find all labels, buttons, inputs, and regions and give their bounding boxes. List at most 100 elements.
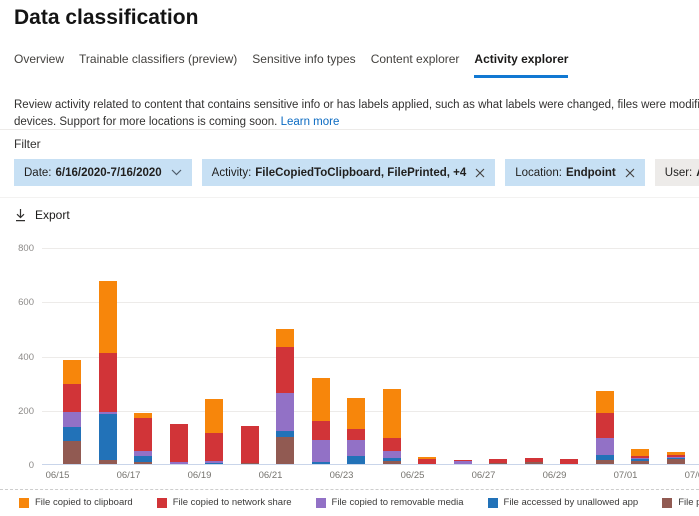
y-axis-label: 200 — [18, 405, 34, 417]
close-icon[interactable] — [625, 168, 635, 178]
bar-segment — [631, 460, 649, 464]
bar-segment — [666, 459, 685, 464]
legend-item[interactable]: File copied to removable media — [315, 497, 464, 508]
x-axis-label: 06/17 — [116, 470, 141, 481]
bar — [98, 280, 117, 464]
bar-segment — [418, 456, 436, 460]
bar-segment — [98, 353, 117, 412]
bar-segment — [205, 461, 223, 463]
bar-segment — [311, 377, 330, 422]
bar — [63, 359, 81, 464]
bar-segment — [63, 440, 81, 464]
tab-content-explorer[interactable]: Content explorer — [370, 52, 460, 66]
bar — [666, 451, 685, 464]
legend-label: File accessed by unallowed app — [503, 497, 639, 508]
bar-segment — [453, 459, 472, 462]
bar-segment — [98, 280, 117, 354]
bar — [205, 398, 223, 464]
filter-pill-date[interactable]: Date: 6/16/2020-7/16/2020 — [14, 159, 192, 186]
legend-item[interactable]: File copied to network share — [156, 497, 292, 508]
bar-segment — [311, 461, 330, 464]
filter-pill-row: Date: 6/16/2020-7/16/2020 Activity: File… — [14, 159, 699, 186]
tab-activity-explorer[interactable]: Activity explorer — [474, 52, 569, 78]
bar — [453, 459, 472, 464]
bar-segment — [631, 448, 649, 456]
chart-plot — [42, 248, 699, 465]
bar-segment — [347, 455, 365, 464]
close-icon[interactable] — [475, 168, 485, 178]
bar-segment — [524, 457, 543, 463]
filter-pill-user[interactable]: User: Any — [654, 159, 699, 186]
bar-segment — [382, 438, 401, 452]
x-axis-label: 07/03 — [684, 470, 699, 481]
filter-pill-activity[interactable]: Activity: FileCopiedToClipboard, FilePri… — [201, 159, 496, 186]
filter-pill-location[interactable]: Location: Endpoint — [505, 159, 645, 186]
bar-segment — [98, 459, 117, 464]
export-label: Export — [35, 208, 70, 222]
legend-swatch — [487, 497, 498, 508]
bar-segment — [63, 412, 81, 428]
bar-segment — [134, 455, 152, 462]
y-axis-label: 600 — [18, 297, 34, 309]
gridline — [42, 410, 699, 412]
tab-bar: Overview Trainable classifiers (preview)… — [14, 52, 569, 78]
filter-pill-name: Location: — [515, 166, 562, 179]
bar-segment — [205, 462, 223, 464]
bar — [240, 426, 259, 464]
legend-item[interactable]: File printed — [662, 497, 699, 508]
export-button[interactable]: Export — [14, 208, 70, 222]
bar-segment — [169, 423, 188, 462]
bar-segment — [347, 428, 365, 440]
legend-item[interactable]: File accessed by unallowed app — [487, 497, 639, 508]
bar — [169, 423, 188, 464]
bar-segment — [276, 431, 294, 437]
bar-segment — [666, 451, 685, 455]
bar-segment — [595, 438, 614, 456]
bar-segment — [631, 457, 649, 460]
learn-more-link[interactable]: Learn more — [280, 116, 340, 128]
bar-segment — [134, 451, 152, 456]
bar — [631, 448, 649, 464]
bar-segment — [595, 391, 614, 414]
bar — [560, 459, 578, 464]
description-line2: devices. Support for more locations is c… — [14, 116, 340, 128]
bar-segment — [382, 458, 401, 462]
bar-segment — [276, 393, 294, 432]
tab-overview[interactable]: Overview — [14, 52, 65, 66]
bar-segment — [666, 454, 685, 457]
bar-segment — [240, 426, 259, 463]
bar-segment — [205, 432, 223, 462]
legend-divider — [0, 489, 699, 490]
bar-segment — [382, 451, 401, 459]
section-divider — [0, 129, 699, 130]
legend-item[interactable]: File copied to clipboard — [19, 497, 133, 508]
bar-segment — [453, 461, 472, 464]
bar-segment — [311, 421, 330, 440]
tab-trainable-classifiers[interactable]: Trainable classifiers (preview) — [79, 52, 238, 66]
bar-segment — [98, 413, 117, 460]
bar — [347, 397, 365, 464]
bar-segment — [382, 461, 401, 464]
bar-segment — [205, 398, 223, 433]
bar-segment — [240, 462, 259, 464]
filter-pill-value: FileCopiedToClipboard, FilePrinted, +4 — [255, 166, 467, 179]
filter-pill-name: User: — [664, 166, 693, 179]
bar — [524, 457, 543, 464]
bar-segment — [63, 359, 81, 385]
bar-segment — [631, 459, 649, 461]
filter-pill-name: Activity: — [211, 166, 252, 179]
chevron-down-icon[interactable] — [171, 169, 182, 176]
tab-sensitive-info-types[interactable]: Sensitive info types — [252, 52, 356, 66]
bar — [418, 456, 436, 464]
bar — [595, 391, 614, 464]
legend-label: File copied to clipboard — [35, 497, 133, 508]
bar-segment — [560, 459, 578, 464]
x-axis-label: 06/23 — [329, 470, 354, 481]
bar-segment — [595, 459, 614, 464]
x-axis-label: 06/25 — [400, 470, 425, 481]
bar-segment — [169, 461, 188, 464]
legend-swatch — [315, 497, 326, 508]
bar — [311, 377, 330, 464]
